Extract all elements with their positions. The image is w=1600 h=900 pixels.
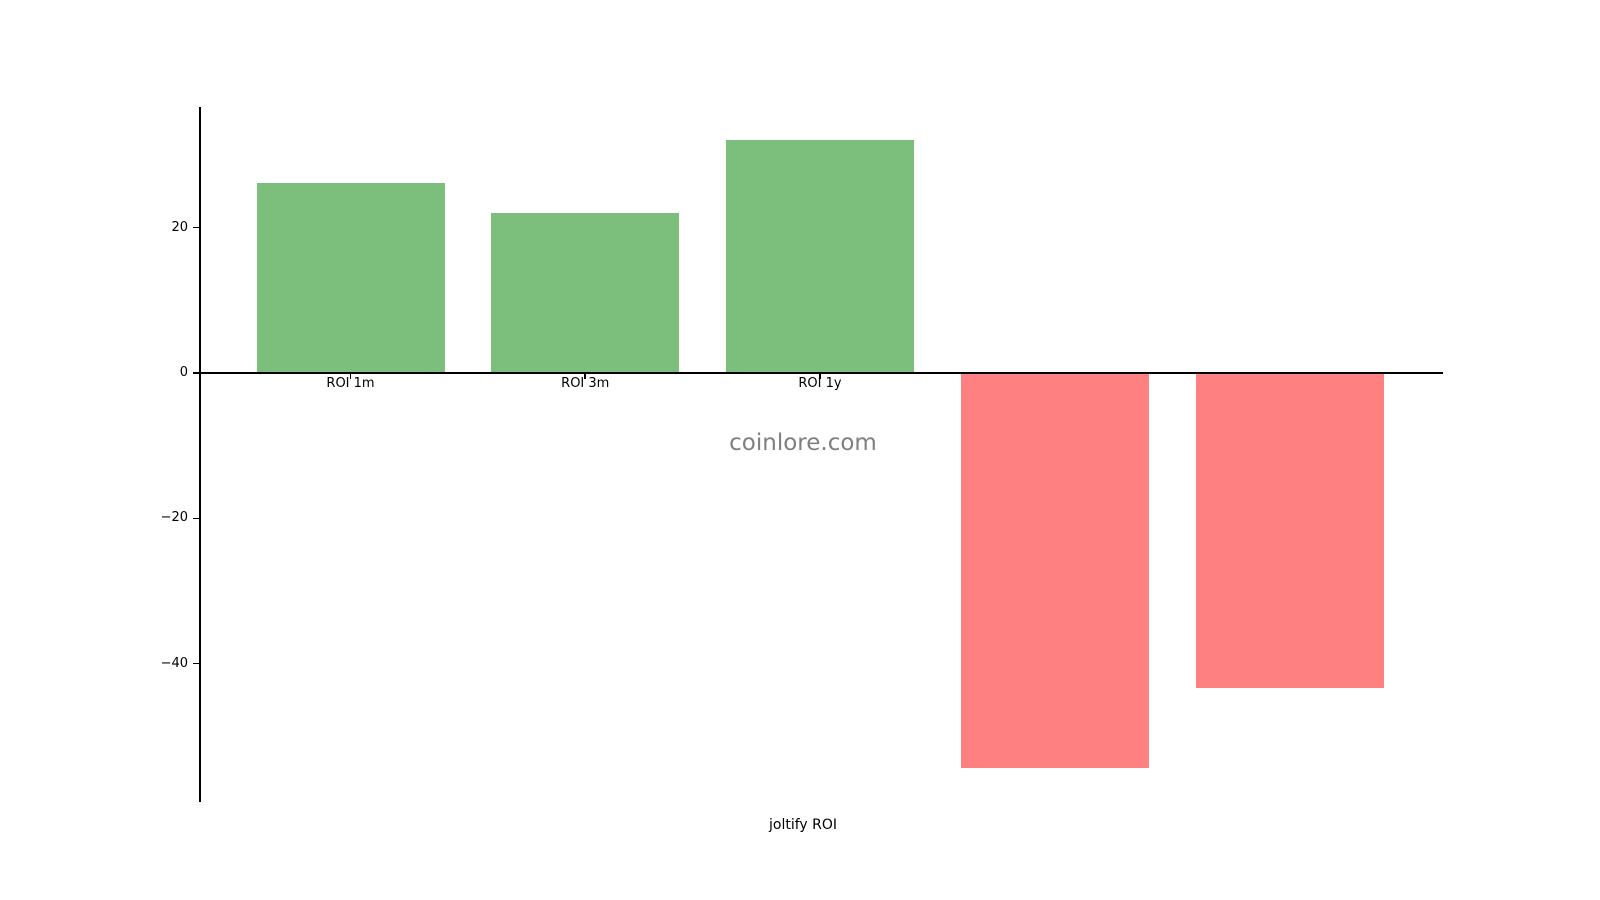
y-axis-line bbox=[199, 107, 201, 802]
y-tick-20 bbox=[193, 226, 199, 229]
bar-roi-1m bbox=[256, 182, 445, 373]
y-tick-0 bbox=[193, 372, 199, 374]
watermark: coinlore.com bbox=[729, 430, 877, 456]
y-tick--40 bbox=[193, 662, 199, 665]
x-tick-label-roi-1m: ROI 1m bbox=[326, 375, 375, 391]
y-tick-label--20: −20 bbox=[160, 510, 188, 526]
x-tick-roi-3m bbox=[584, 373, 587, 379]
x-axis-title: joltify ROI bbox=[768, 817, 838, 833]
x-tick-label-roi-3m: ROI 3m bbox=[561, 375, 610, 391]
bar-4 bbox=[960, 373, 1149, 769]
y-tick--20 bbox=[193, 517, 199, 520]
bar-5 bbox=[1195, 373, 1384, 688]
x-axis-zero-line bbox=[199, 372, 1443, 374]
y-tick-label-20: 20 bbox=[171, 219, 188, 235]
x-tick-roi-1m bbox=[349, 373, 352, 379]
x-tick-label-roi-1y: ROI 1y bbox=[798, 375, 842, 391]
x-tick-roi-1y bbox=[819, 373, 821, 379]
bar-roi-1y bbox=[726, 139, 914, 373]
bar-roi-3m bbox=[491, 213, 680, 373]
y-tick-label-0: 0 bbox=[179, 365, 188, 380]
y-tick-label--40: −40 bbox=[160, 655, 188, 671]
